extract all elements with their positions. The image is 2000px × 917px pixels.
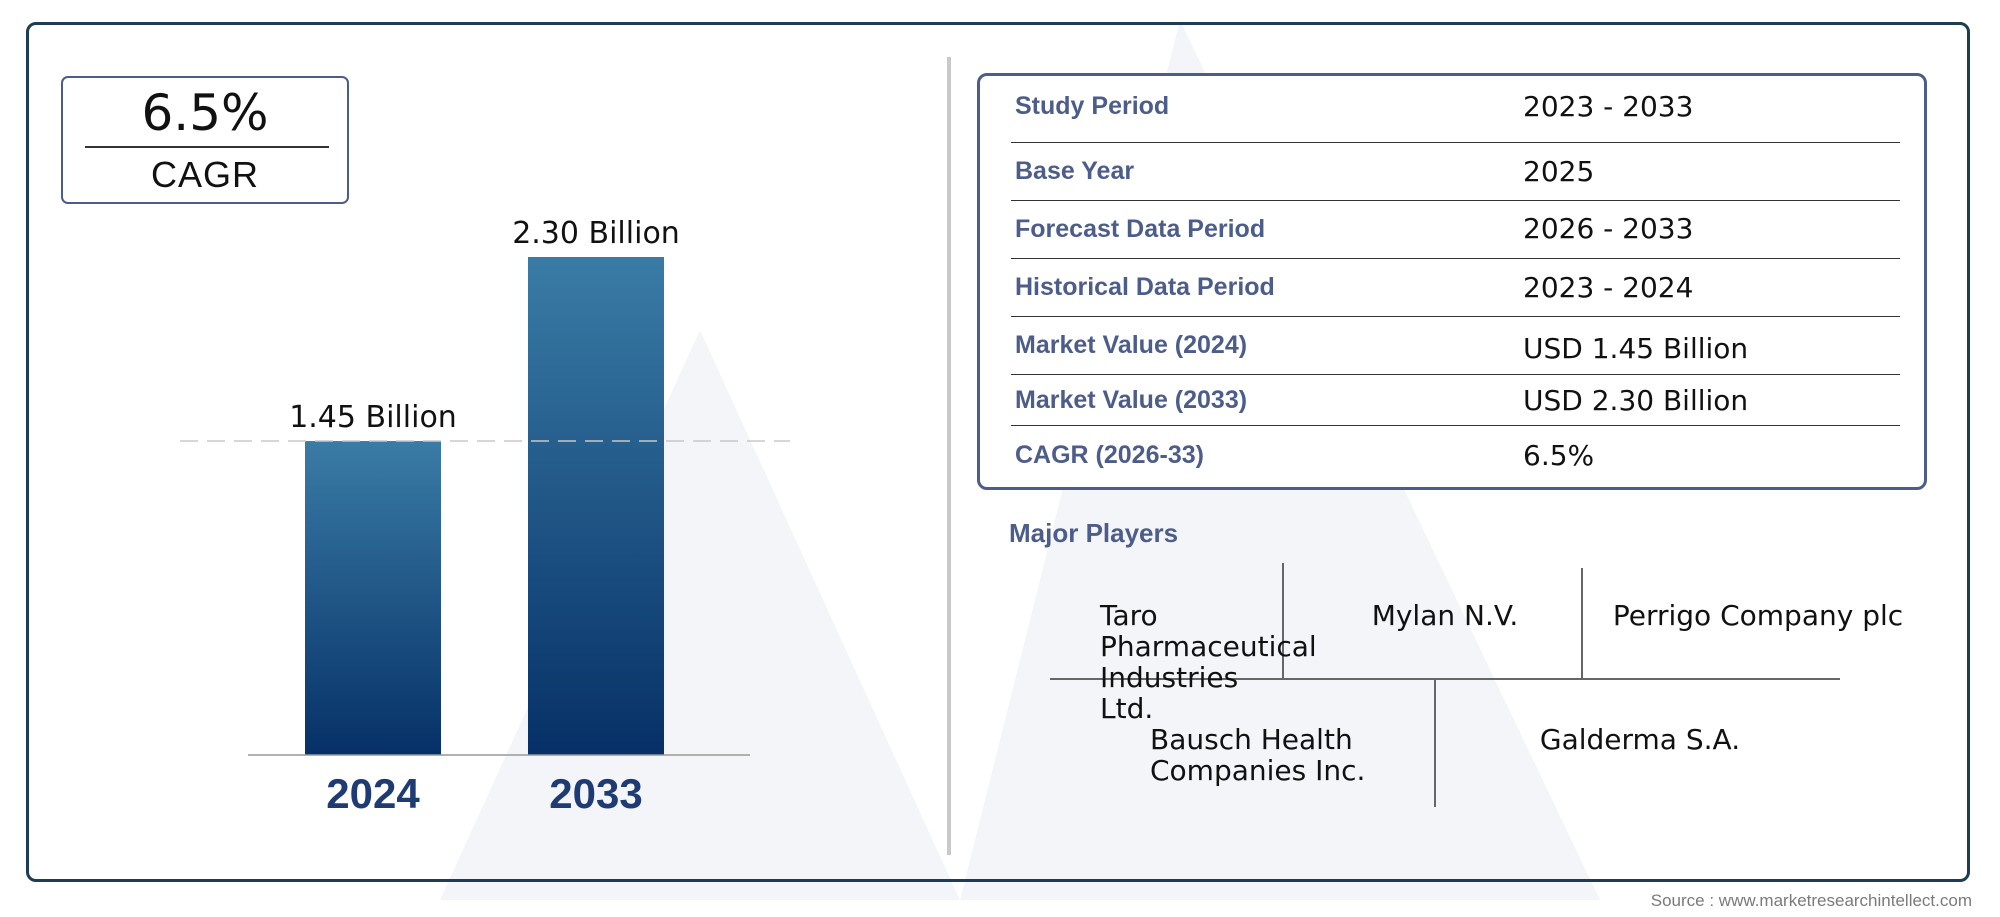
summary-key: Market Value (2033) — [1015, 386, 1248, 414]
summary-row: Forecast Data Period 2026 - 2033 — [1011, 200, 1900, 259]
bar-value-label: 2.30 Billion — [512, 216, 680, 251]
summary-row: Market Value (2024) USD 1.45 Billion — [1011, 316, 1900, 375]
summary-value: 2025 — [1523, 155, 1595, 188]
summary-value: 2026 - 2033 — [1523, 212, 1694, 245]
infographic-frame — [26, 22, 1970, 882]
summary-value: USD 1.45 Billion — [1523, 332, 1749, 365]
summary-key: Market Value (2024) — [1015, 331, 1248, 359]
summary-row: CAGR (2026-33) 6.5% — [1011, 425, 1900, 485]
player-name: Bausch Health Companies Inc. — [1150, 723, 1366, 787]
major-players-title: Major Players — [1009, 518, 1179, 548]
x-tick-label: 2024 — [326, 770, 420, 817]
source-credit: Source : www.marketresearchintellect.com — [1650, 891, 1972, 910]
summary-row: Historical Data Period 2023 - 2024 — [1011, 258, 1900, 317]
players-divider — [1282, 563, 1284, 678]
players-divider — [1581, 568, 1583, 678]
summary-value: 6.5% — [1523, 439, 1595, 472]
cagr-box: 6.5% CAGR — [61, 76, 349, 204]
summary-key: Forecast Data Period — [1015, 215, 1266, 243]
bar-2033 — [528, 257, 664, 755]
summary-key: Historical Data Period — [1015, 273, 1275, 301]
summary-row: Study Period 2023 - 2033 — [1011, 76, 1900, 143]
summary-key: Base Year — [1015, 157, 1135, 185]
summary-key: CAGR (2026-33) — [1015, 441, 1204, 469]
summary-row: Market Value (2033) USD 2.30 Billion — [1011, 374, 1900, 426]
summary-key: Study Period — [1015, 92, 1170, 120]
market-size-bar-chart: 1.45 Billion 2024 2.30 Billion 2033 — [180, 216, 790, 817]
summary-value: 2023 - 2033 — [1523, 90, 1694, 123]
summary-value: 2023 - 2024 — [1523, 271, 1694, 304]
player-name: Perrigo Company plc — [1612, 599, 1904, 632]
player-name: Galderma S.A. — [1539, 723, 1741, 756]
vertical-divider — [947, 57, 951, 855]
player-name: Taro Pharmaceutical Industries Ltd. — [1100, 599, 1317, 725]
summary-table: Study Period 2023 - 2033 Base Year 2025 … — [977, 73, 1927, 490]
players-divider — [1434, 679, 1436, 807]
cagr-divider — [85, 146, 329, 148]
summary-row: Base Year 2025 — [1011, 142, 1900, 201]
summary-value: USD 2.30 Billion — [1523, 384, 1749, 417]
player-name: Mylan N.V. — [1371, 599, 1519, 632]
cagr-value: 6.5% — [141, 84, 269, 142]
players-divider — [1050, 678, 1840, 680]
x-tick-label: 2033 — [549, 770, 642, 817]
cagr-label: CAGR — [150, 154, 259, 195]
bar-2024 — [305, 441, 441, 755]
bar-value-label: 1.45 Billion — [289, 400, 457, 435]
